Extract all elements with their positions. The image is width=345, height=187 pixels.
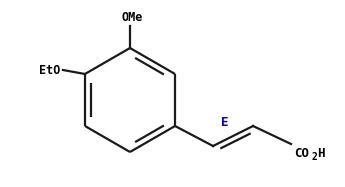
Text: 2: 2 (311, 152, 317, 162)
Text: OMe: OMe (121, 11, 143, 24)
Text: CO: CO (294, 147, 309, 160)
Text: H: H (317, 147, 325, 160)
Text: E: E (221, 116, 229, 128)
Text: EtO: EtO (39, 64, 60, 76)
